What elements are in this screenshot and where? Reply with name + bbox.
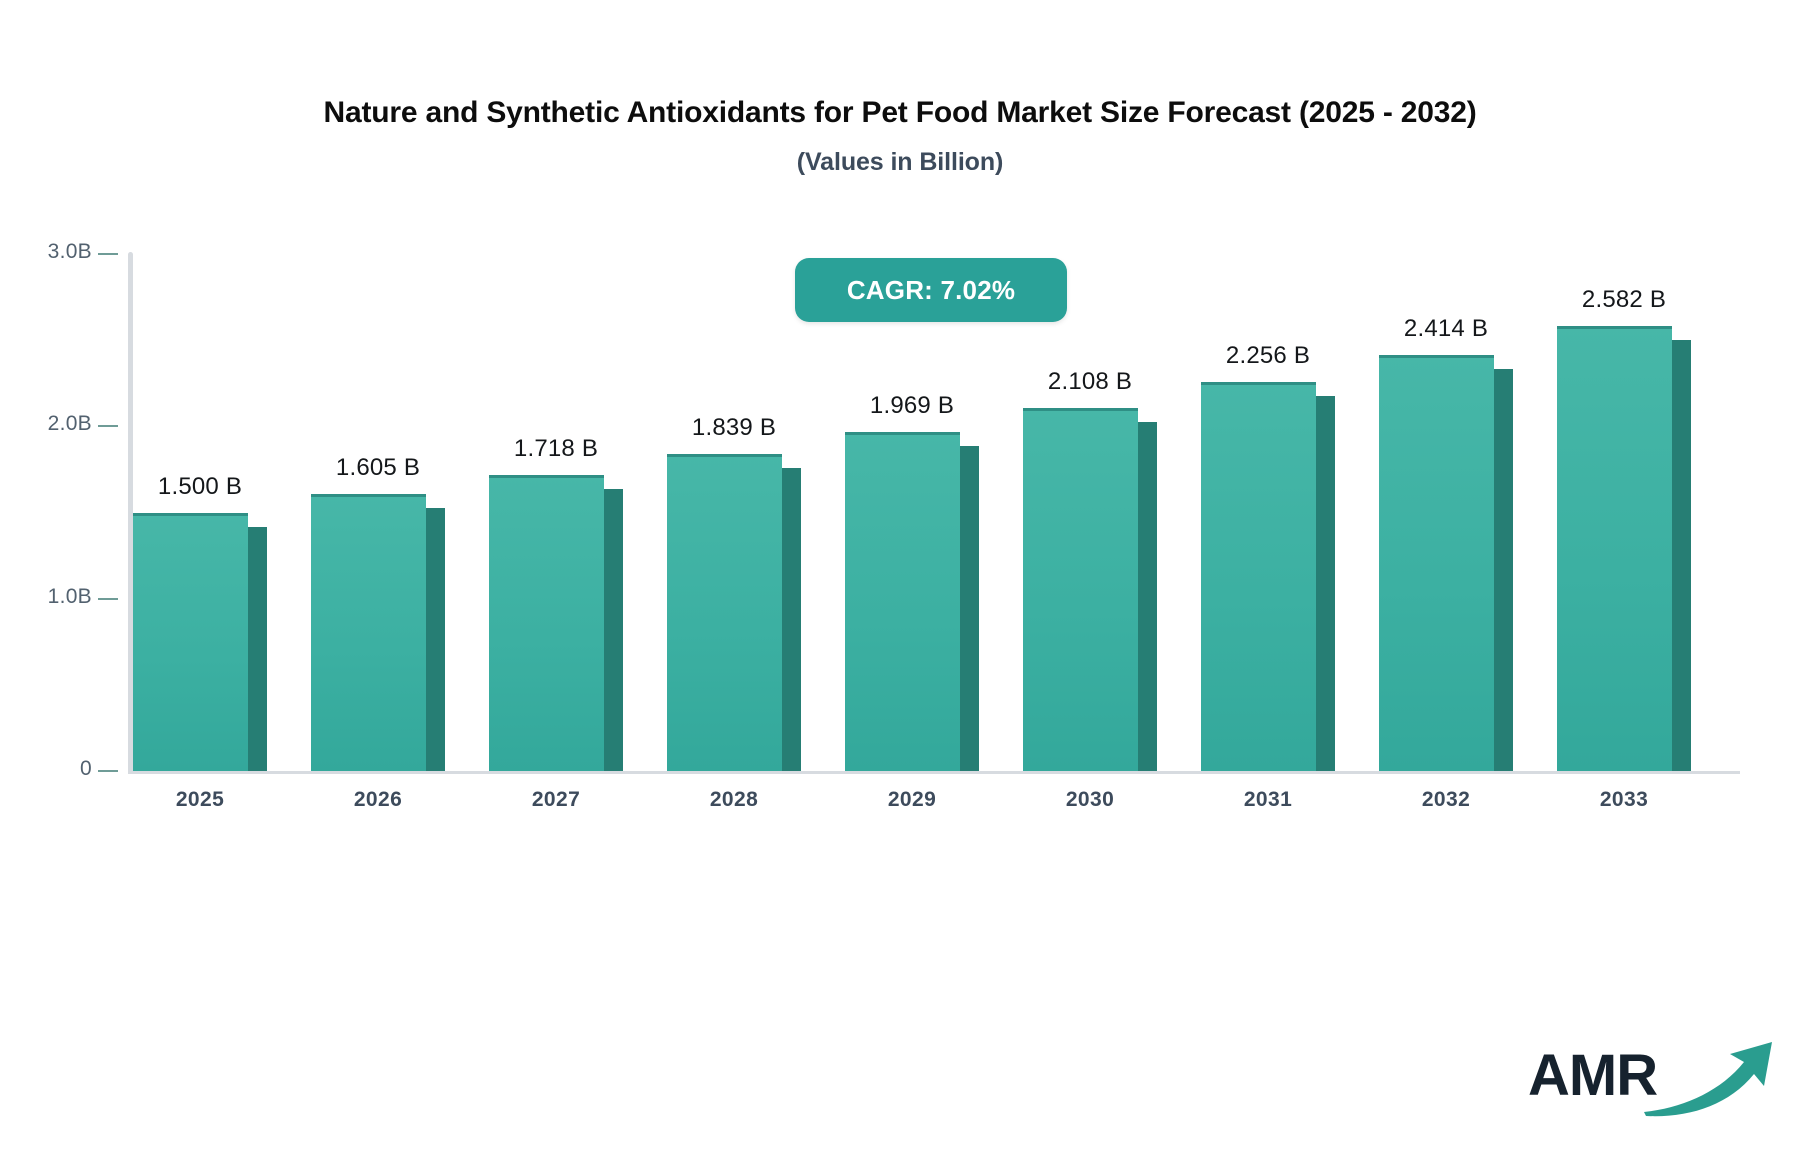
bar-top-edge: [667, 454, 782, 458]
x-axis-tick-label: 2032: [1421, 788, 1471, 811]
y-axis-line: [128, 252, 133, 774]
bar-side-face: [426, 508, 445, 771]
bar[interactable]: [1201, 382, 1335, 771]
bar-value-label: 1.605 B: [335, 454, 421, 482]
x-axis-tick-label: 2030: [1065, 788, 1115, 811]
amr-logo: AMR: [1528, 1042, 1778, 1122]
y-axis-tick-label: 0: [80, 757, 92, 780]
bar[interactable]: [667, 454, 801, 771]
y-axis-tick-label: 2.0B: [47, 412, 92, 436]
bar-value-label: 1.839 B: [691, 414, 777, 442]
bar[interactable]: [1557, 326, 1691, 771]
bar-front-face: [489, 474, 604, 771]
bar-top-edge: [1201, 382, 1316, 386]
bar-value-label: 2.108 B: [1047, 367, 1133, 395]
y-axis-tick-label: 3.0B: [47, 240, 92, 263]
bar-side-face: [1316, 396, 1335, 771]
cagr-badge-label: CAGR: 7.02%: [846, 274, 1016, 305]
bar[interactable]: [1379, 354, 1513, 771]
y-axis-tick-mark: [98, 425, 118, 428]
amr-logo-text: AMR: [1528, 1043, 1658, 1108]
bar[interactable]: [845, 431, 979, 771]
bar-value-label: 2.582 B: [1581, 286, 1667, 314]
bar-front-face: [1379, 354, 1494, 771]
bar[interactable]: [1023, 407, 1157, 771]
y-axis-tick-label: 1.0B: [47, 584, 92, 608]
x-axis-tick-label: 2029: [887, 788, 937, 811]
bar-side-face: [1138, 421, 1157, 771]
bar-side-face: [1494, 368, 1513, 771]
bar-value-label: 1.969 B: [869, 391, 955, 419]
bar-front-face: [1023, 407, 1138, 771]
bar-front-face: [311, 494, 426, 771]
bar-top-edge: [133, 512, 248, 516]
bar-side-face: [782, 468, 801, 771]
bar-front-face: [133, 512, 248, 771]
bar-front-face: [667, 454, 782, 771]
bar[interactable]: [489, 474, 623, 771]
bar-value-label: 2.256 B: [1225, 342, 1311, 370]
y-axis-tick-mark: [98, 597, 118, 600]
page-title: Nature and Synthetic Antioxidants for Pe…: [323, 96, 1477, 129]
bar-top-edge: [1023, 407, 1138, 411]
bar-top-edge: [1557, 326, 1672, 330]
bar-top-edge: [1379, 354, 1494, 358]
bar-front-face: [845, 431, 960, 771]
bar-top-edge: [489, 474, 604, 478]
bar-side-face: [1672, 340, 1691, 771]
bar[interactable]: [133, 512, 267, 771]
bar[interactable]: [311, 494, 445, 771]
x-axis-tick-label: 2027: [531, 788, 581, 811]
y-axis-tick-mark: [98, 770, 118, 772]
bar-side-face: [248, 526, 267, 771]
cagr-badge: CAGR: 7.02%: [795, 258, 1067, 322]
bar-side-face: [604, 488, 623, 771]
bar-side-face: [960, 445, 979, 771]
bar-value-label: 2.414 B: [1403, 314, 1489, 342]
y-axis-tick-mark: [98, 253, 118, 255]
page-subtitle: (Values in Billion): [796, 148, 1004, 176]
x-axis-tick-label: 2031: [1243, 788, 1293, 811]
x-axis-tick-label: 2026: [353, 788, 403, 811]
x-axis-line: [128, 771, 1740, 774]
bar-front-face: [1201, 382, 1316, 771]
bar-top-edge: [311, 494, 426, 498]
bar-front-face: [1557, 326, 1672, 771]
x-axis-tick-label: 2028: [709, 788, 759, 811]
x-axis-tick-label: 2025: [175, 788, 225, 811]
rising-arrow-icon: [1644, 1042, 1772, 1117]
bar-value-label: 1.500 B: [157, 472, 243, 500]
bar-value-label: 1.718 B: [513, 434, 599, 462]
bar-top-edge: [845, 431, 960, 435]
x-axis-tick-label: 2033: [1599, 788, 1649, 811]
